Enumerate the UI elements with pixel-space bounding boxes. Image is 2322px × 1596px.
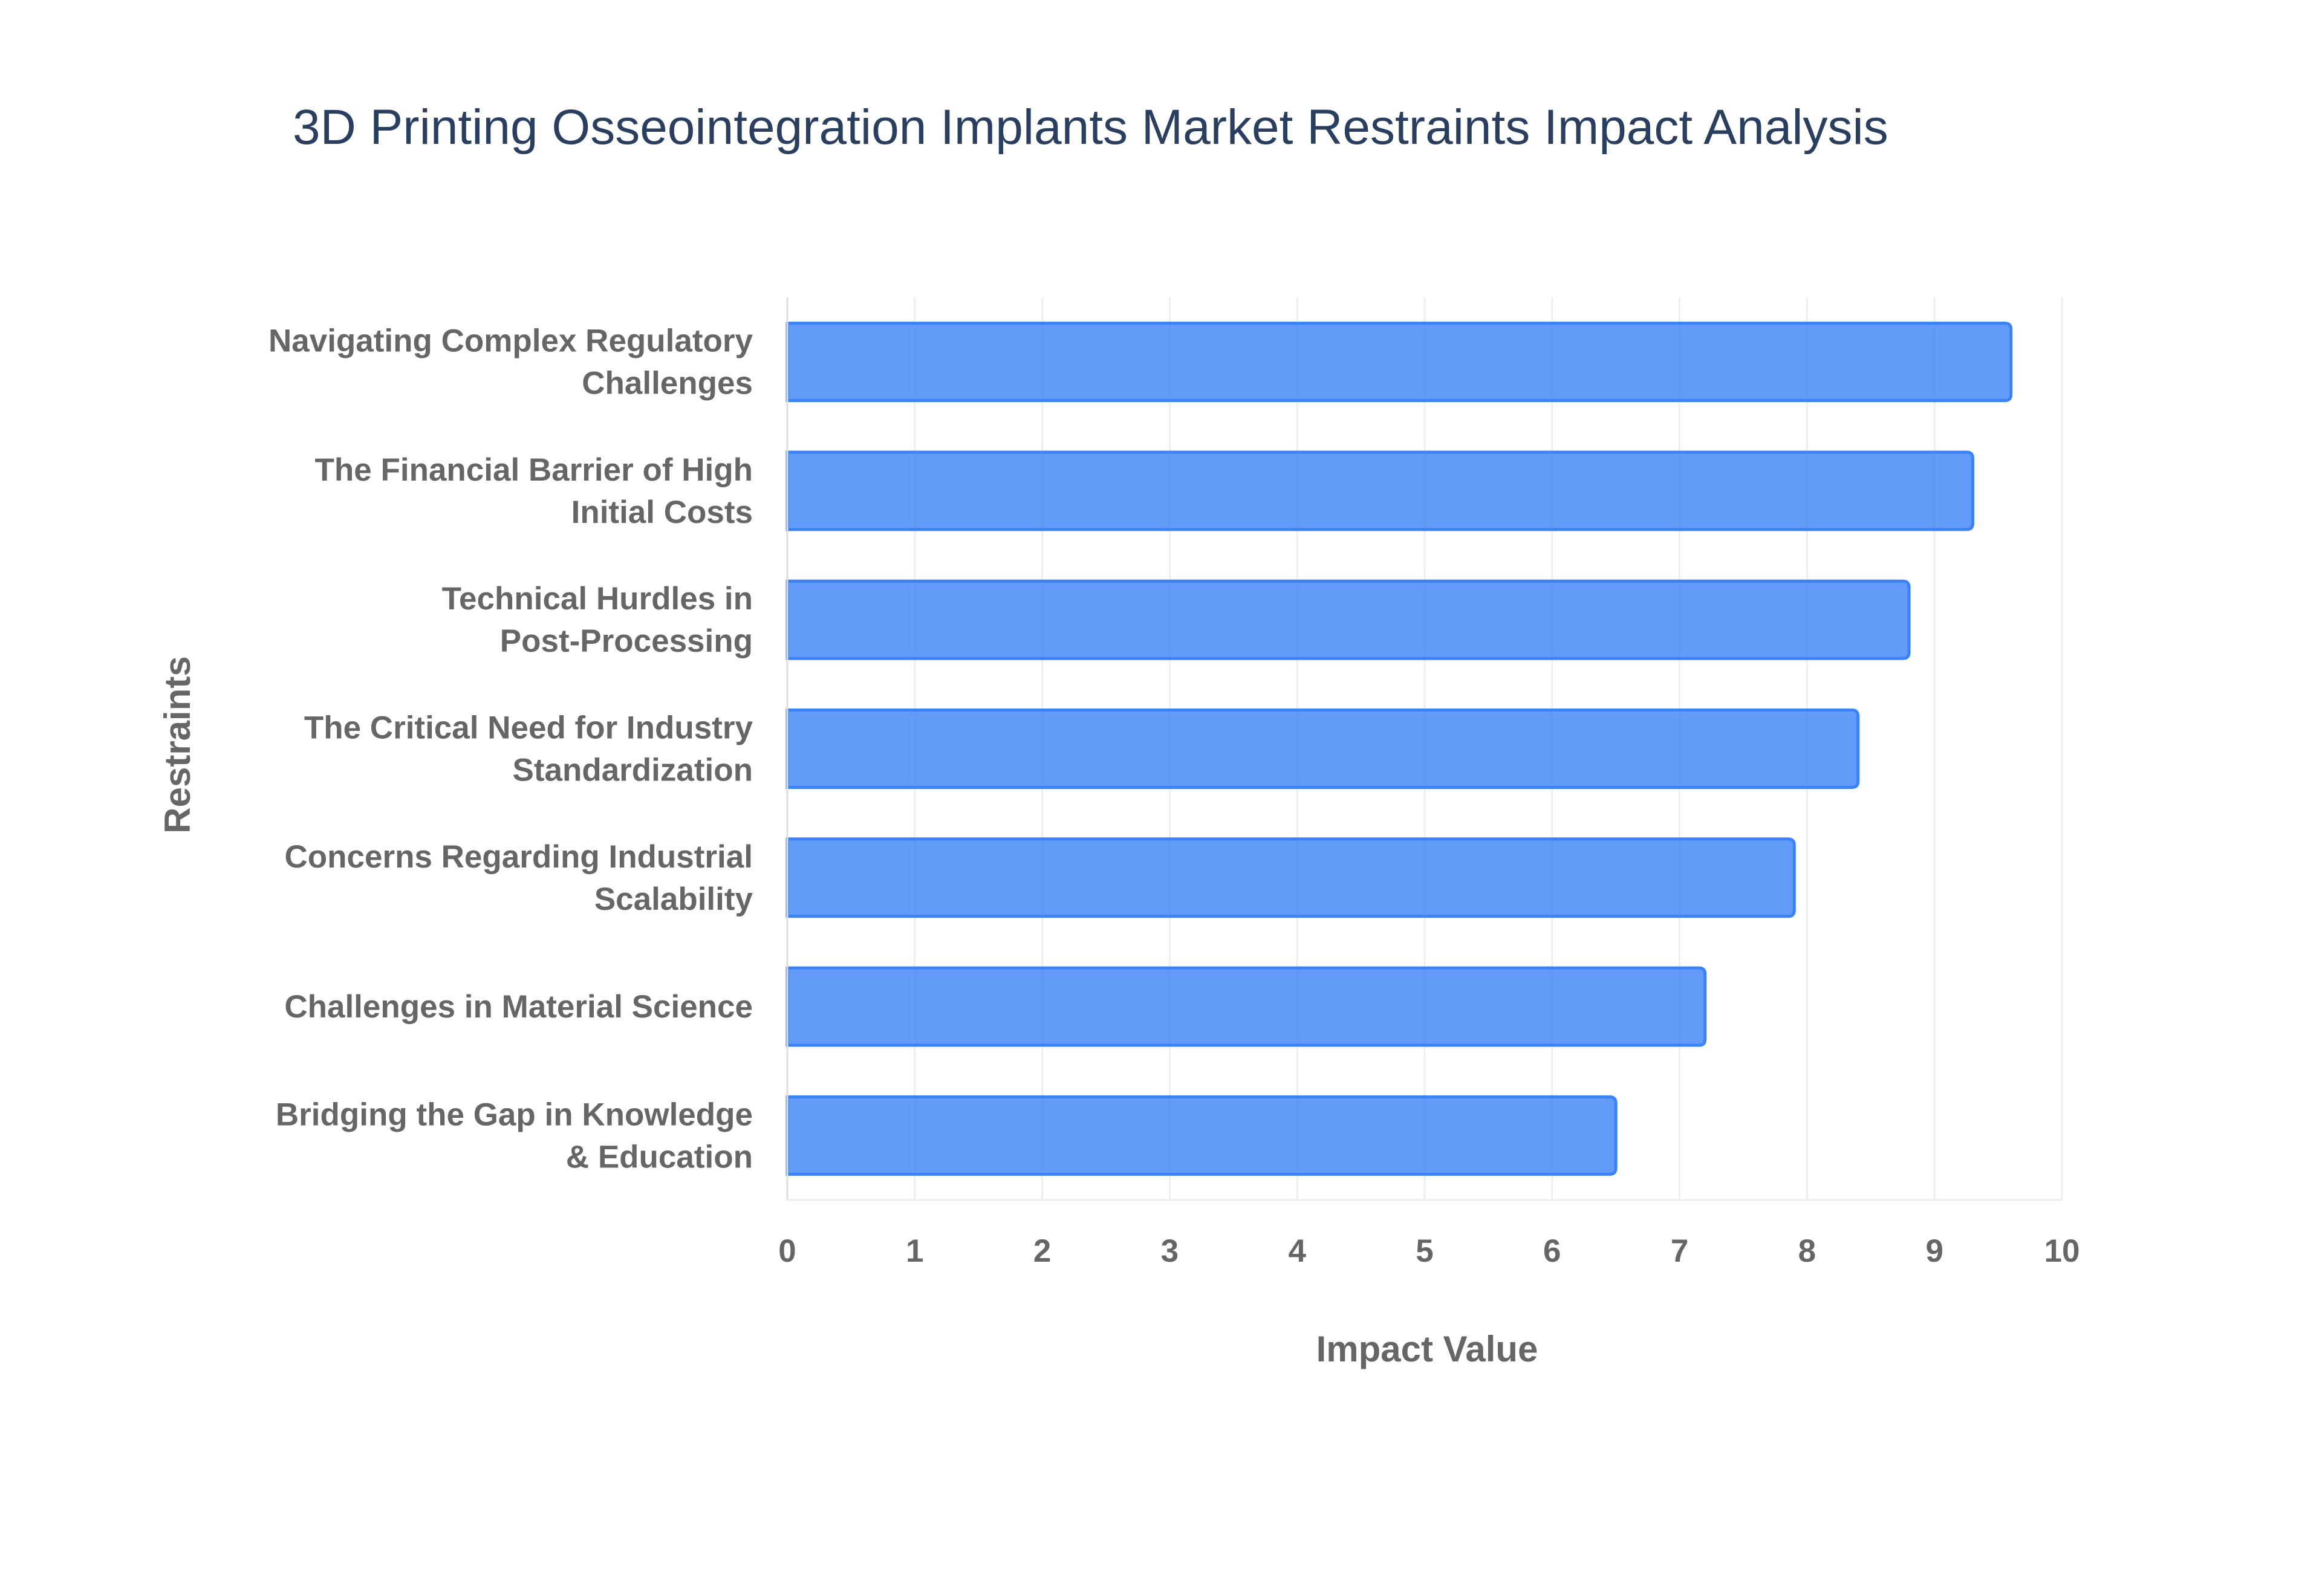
category-label-5: Challenges in Material Science <box>284 989 753 1025</box>
bar-3 <box>785 709 1860 789</box>
category-label-1: The Financial Barrier of High Initial Cos… <box>315 452 753 530</box>
category-label-6-line-0: Bridging the Gap in Knowledge <box>276 1097 753 1132</box>
category-label-5-line-0: Challenges in Material Science <box>284 989 753 1025</box>
category-label-2: Technical Hurdles in Post-Processing <box>442 581 753 659</box>
x-tick-label-6: 6 <box>1543 1233 1561 1269</box>
x-tick-label-7: 7 <box>1671 1233 1688 1269</box>
category-label-2-line-0: Technical Hurdles in <box>442 581 753 617</box>
category-label-6-line-1: & Education <box>566 1139 753 1175</box>
category-label-4-line-1: Scalability <box>594 881 753 917</box>
x-tick-label-8: 8 <box>1798 1233 1816 1269</box>
x-tick-labels: 0 1 2 3 4 5 6 7 8 9 10 <box>778 1233 2080 1269</box>
category-label-1-line-1: Initial Costs <box>571 495 753 530</box>
x-tick-label-9: 9 <box>1925 1233 1943 1269</box>
category-labels: Navigating Complex Regulatory Challenges T… <box>268 323 753 1175</box>
category-label-4: Concerns Regarding Industrial Scalability <box>284 839 753 917</box>
category-label-6: Bridging the Gap in Knowledge & Education <box>276 1097 753 1175</box>
chart-title: 3D Printing Osseointegration Implants Ma… <box>293 100 1888 155</box>
x-tick-label-2: 2 <box>1033 1233 1051 1269</box>
axes <box>786 297 2062 1201</box>
bar-2 <box>785 579 1911 660</box>
x-tick-label-0: 0 <box>778 1233 796 1269</box>
category-label-0-line-0: Navigating Complex Regulatory <box>268 323 753 359</box>
category-label-0: Navigating Complex Regulatory Challenges <box>268 323 753 401</box>
bar-0 <box>785 322 2013 403</box>
y-axis-title: Restraints <box>157 656 198 833</box>
x-axis-title: Impact Value <box>1316 1329 1538 1369</box>
category-label-3-line-0: The Critical Need for Industry <box>304 710 753 746</box>
bars <box>785 322 2013 1176</box>
bar-5 <box>785 966 1707 1047</box>
x-tick-label-5: 5 <box>1416 1233 1433 1269</box>
category-label-4-line-0: Concerns Regarding Industrial <box>284 839 753 875</box>
bar-1 <box>785 450 1974 531</box>
x-tick-label-4: 4 <box>1288 1233 1306 1269</box>
bar-6 <box>785 1095 1618 1176</box>
x-tick-label-10: 10 <box>2044 1233 2080 1269</box>
category-label-0-line-1: Challenges <box>582 366 753 401</box>
category-label-2-line-1: Post-Processing <box>500 623 753 659</box>
category-label-1-line-0: The Financial Barrier of High <box>315 452 753 488</box>
x-tick-label-1: 1 <box>906 1233 923 1269</box>
category-label-3: The Critical Need for Industry Standardiz… <box>304 710 753 788</box>
bar-4 <box>785 837 1796 918</box>
category-label-3-line-1: Standardization <box>512 753 753 788</box>
x-tick-label-3: 3 <box>1161 1233 1179 1269</box>
